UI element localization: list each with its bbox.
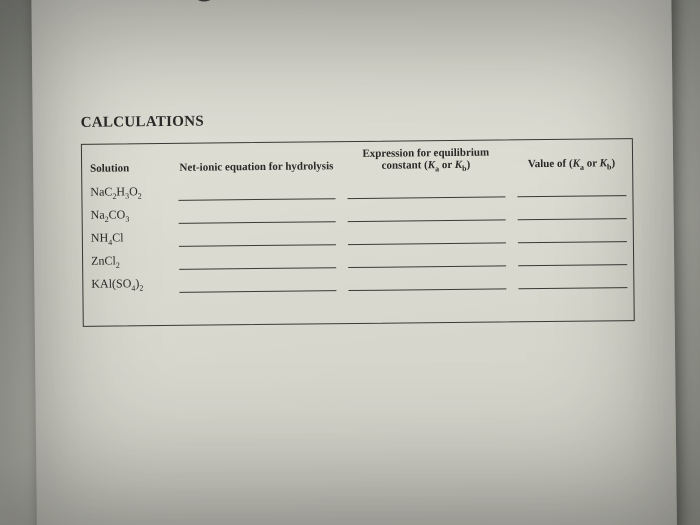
binder-hole-icon: [191, 0, 217, 2]
blank-cell: [512, 267, 634, 291]
text: ): [611, 157, 615, 169]
col-header-value: Value of (Ka or Kb): [511, 139, 633, 176]
fill-in-line: [348, 270, 506, 291]
text: K: [455, 159, 462, 171]
fill-in-line: [518, 246, 628, 266]
blank-cell: [172, 224, 341, 249]
fill-in-line: [517, 223, 627, 243]
fill-in-line: [178, 180, 335, 201]
blank-cell: [173, 247, 342, 272]
blank-cell: [512, 244, 634, 268]
text: K: [600, 157, 607, 169]
solution-formula: NaC2H3O2: [82, 180, 172, 204]
text: Value of (: [528, 158, 573, 170]
solution-formula: NH4Cl: [83, 226, 173, 250]
blank-cell: [172, 201, 341, 226]
blank-cell: [341, 176, 511, 201]
content-area: CALCULATIONS Solution Net-ionic equation…: [81, 109, 635, 327]
col-header-net-ionic: Net-ionic equation for hydrolysis: [172, 142, 342, 180]
blank-cell: [341, 199, 511, 224]
fill-in-line: [517, 200, 627, 220]
col-header-solution: Solution: [82, 144, 172, 181]
text: or: [584, 157, 600, 169]
fill-in-line: [347, 201, 505, 222]
text: K: [428, 159, 435, 171]
blank-cell: [511, 198, 633, 222]
blank-cell: [342, 245, 512, 270]
blank-cell: [172, 178, 341, 203]
fill-in-line: [348, 224, 506, 245]
fill-in-line: [178, 226, 335, 247]
section-title: CALCULATIONS: [81, 109, 633, 132]
table-header-row: Solution Net-ionic equation for hydrolys…: [82, 139, 632, 181]
photo-scene: CALCULATIONS Solution Net-ionic equation…: [0, 0, 700, 525]
fill-in-line: [179, 272, 336, 293]
fill-in-line: [518, 269, 628, 289]
solution-formula: Na2CO3: [83, 203, 173, 227]
blank-cell: [173, 270, 342, 295]
fill-in-line: [179, 249, 336, 270]
blank-cell: [342, 222, 512, 247]
solution-formula: KAl(SO4)2: [83, 272, 173, 296]
text: or: [439, 159, 455, 171]
worksheet-paper: CALCULATIONS Solution Net-ionic equation…: [31, 0, 677, 525]
fill-in-line: [347, 178, 505, 199]
text: ): [467, 159, 471, 171]
text: K: [573, 158, 580, 170]
col-header-expression: Expression for equilibrium constant (Ka …: [341, 140, 511, 178]
fill-in-line: [517, 177, 627, 197]
blank-cell: [342, 268, 512, 293]
solution-formula: ZnCl2: [83, 249, 173, 273]
spacer-row: [83, 290, 633, 326]
blank-cell: [511, 175, 633, 199]
calculations-table: Solution Net-ionic equation for hydrolys…: [81, 138, 635, 327]
fill-in-line: [348, 247, 506, 268]
fill-in-line: [178, 203, 335, 224]
blank-cell: [511, 221, 633, 245]
